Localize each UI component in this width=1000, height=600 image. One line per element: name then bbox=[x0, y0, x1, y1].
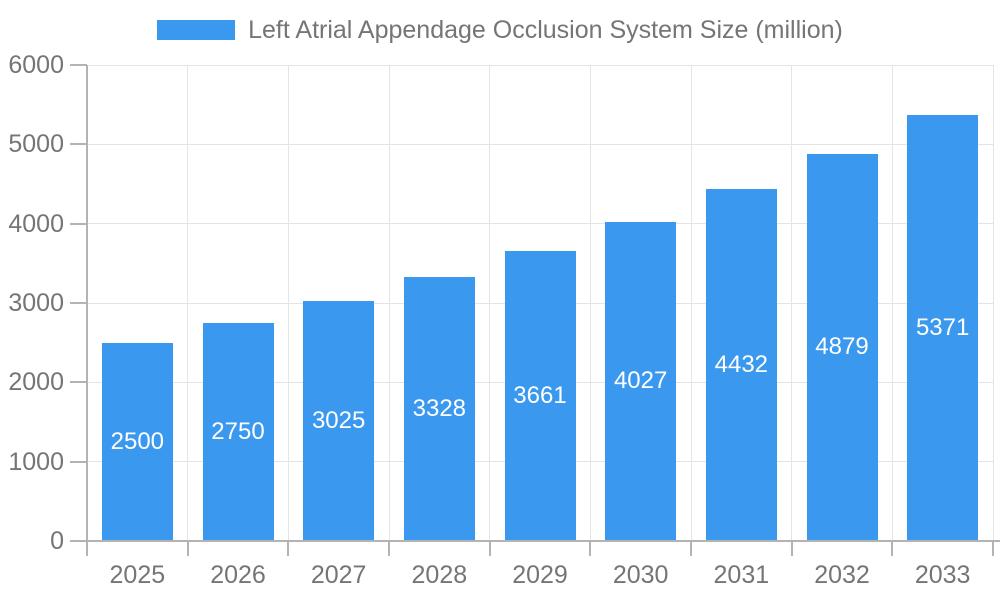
y-axis-tick-label: 2000 bbox=[8, 368, 64, 397]
gridline-horizontal bbox=[87, 223, 993, 225]
gridline-vertical bbox=[287, 65, 289, 541]
y-axis-tick bbox=[70, 222, 87, 225]
y-axis-tick bbox=[70, 460, 87, 463]
bar-value-label: 4027 bbox=[613, 367, 668, 395]
bar bbox=[101, 342, 173, 541]
y-axis-tick bbox=[70, 143, 87, 146]
x-axis-tick-label: 2031 bbox=[713, 561, 770, 589]
y-axis-tick-label: 5000 bbox=[8, 130, 64, 159]
x-axis-tick bbox=[891, 541, 894, 556]
legend-swatch[interactable] bbox=[157, 20, 236, 40]
x-axis-tick bbox=[488, 541, 491, 556]
bar bbox=[303, 301, 375, 541]
y-axis-tick-label: 3000 bbox=[8, 289, 64, 317]
x-axis-tick-label: 2032 bbox=[814, 561, 870, 589]
y-axis-line bbox=[86, 65, 88, 556]
x-axis-line bbox=[70, 540, 1000, 542]
bar bbox=[202, 322, 274, 541]
bar-value-label: 3661 bbox=[513, 381, 567, 409]
gridline-vertical bbox=[891, 65, 893, 541]
x-axis-tick bbox=[589, 541, 592, 556]
y-axis-tick-label: 6000 bbox=[8, 51, 64, 79]
gridline-vertical bbox=[388, 65, 390, 541]
bar bbox=[504, 250, 576, 541]
x-axis-tick bbox=[690, 541, 692, 556]
legend[interactable]: Left Atrial Appendage Occlusion System S… bbox=[0, 16, 1000, 44]
y-axis-tick-label: 0 bbox=[50, 527, 64, 555]
bar-value-label: 5371 bbox=[915, 313, 970, 341]
x-axis-tick-label: 2025 bbox=[109, 561, 166, 589]
x-axis-tick bbox=[287, 541, 290, 556]
bar bbox=[705, 189, 777, 541]
bar bbox=[907, 114, 979, 541]
x-axis-tick-label: 2028 bbox=[411, 561, 468, 589]
gridline-vertical bbox=[992, 65, 994, 541]
gridline-vertical bbox=[791, 65, 793, 541]
x-axis-tick bbox=[992, 541, 994, 556]
x-axis-tick-label: 2029 bbox=[512, 561, 568, 589]
x-axis-tick bbox=[186, 541, 189, 556]
legend-label[interactable]: Left Atrial Appendage Occlusion System S… bbox=[248, 16, 843, 44]
x-axis-tick bbox=[790, 541, 793, 556]
x-axis-tick-label: 2027 bbox=[310, 561, 367, 589]
y-axis-tick-label: 1000 bbox=[8, 447, 64, 476]
x-axis-tick-label: 2030 bbox=[612, 561, 669, 589]
y-axis-tick bbox=[70, 302, 87, 304]
gridline-vertical bbox=[489, 65, 491, 541]
gridline-vertical bbox=[589, 65, 591, 541]
bar bbox=[806, 153, 878, 541]
bar-value-label: 4432 bbox=[714, 351, 769, 379]
bar-value-label: 2500 bbox=[110, 427, 165, 455]
bar-value-label: 3328 bbox=[412, 394, 467, 422]
gridline-vertical bbox=[187, 65, 189, 541]
gridline-vertical bbox=[690, 65, 692, 541]
gridline-horizontal bbox=[87, 143, 993, 145]
y-axis-tick bbox=[70, 64, 87, 66]
x-axis-tick-label: 2026 bbox=[210, 561, 266, 589]
gridline-horizontal bbox=[87, 64, 993, 66]
bar-value-label: 2750 bbox=[211, 417, 265, 445]
bar bbox=[403, 276, 475, 541]
x-axis-tick bbox=[388, 541, 390, 556]
x-axis-tick-label: 2033 bbox=[914, 561, 971, 589]
bar-value-label: 4879 bbox=[815, 333, 869, 361]
bar-value-label: 3025 bbox=[311, 407, 366, 434]
y-axis-tick-label: 4000 bbox=[8, 209, 64, 238]
bar bbox=[605, 221, 677, 541]
y-axis-tick bbox=[70, 381, 87, 384]
